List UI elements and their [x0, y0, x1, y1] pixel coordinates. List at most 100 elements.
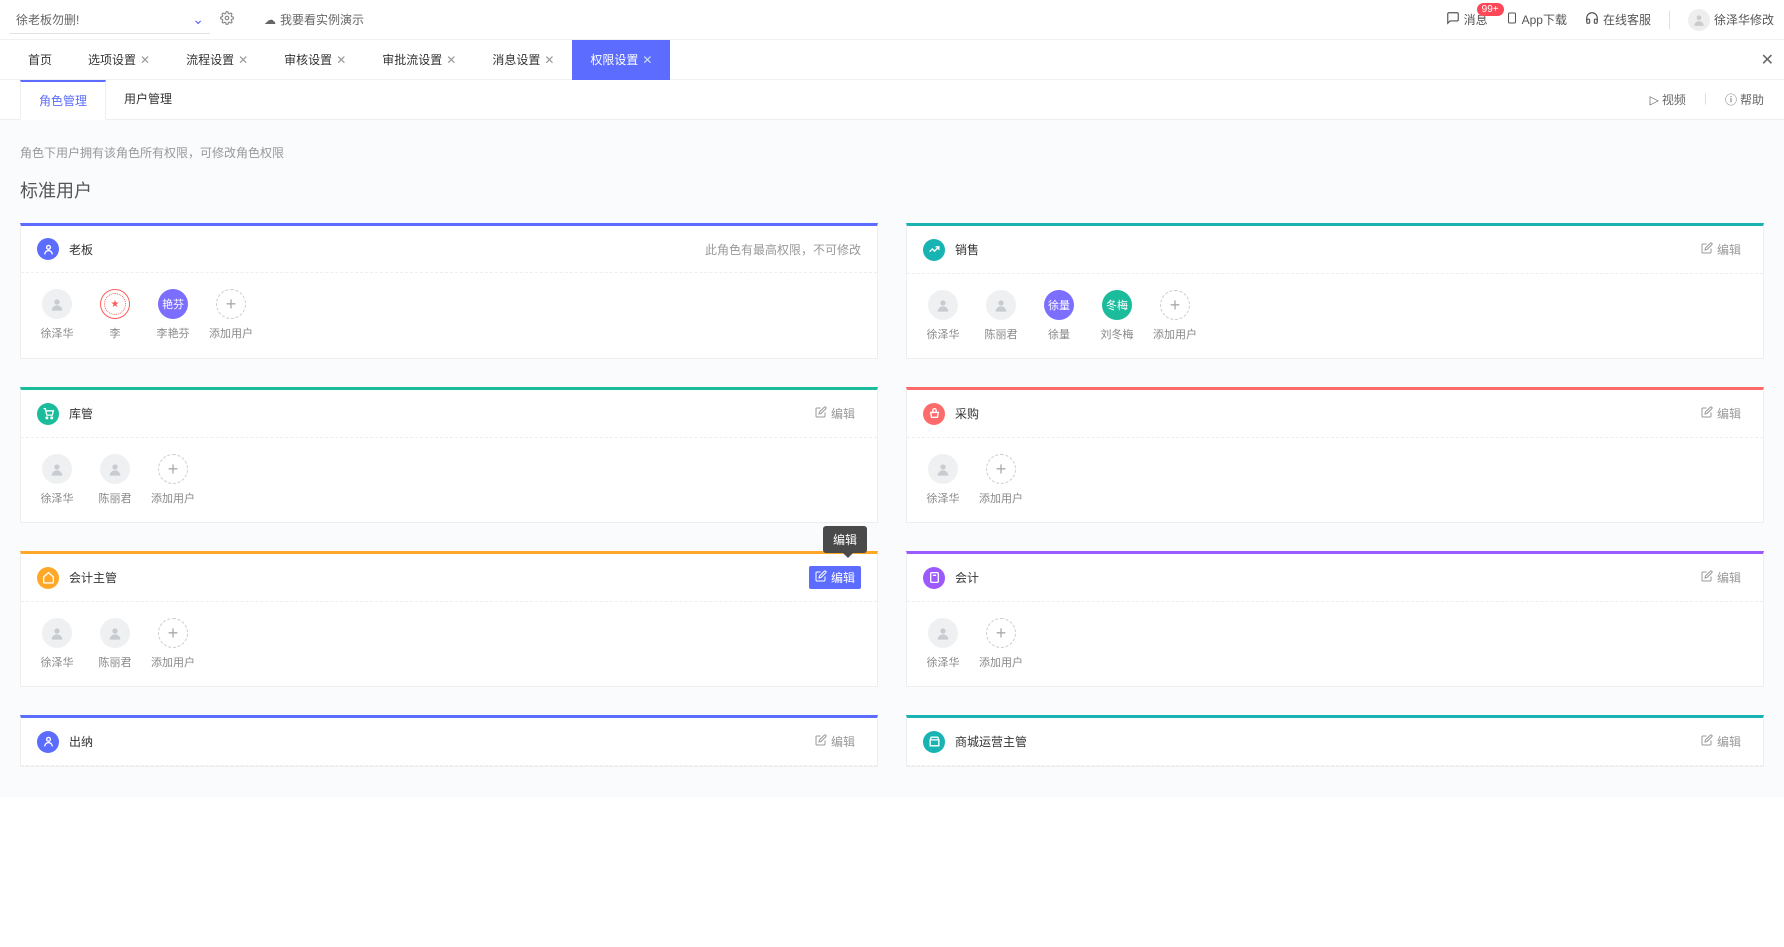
role-name: 销售: [955, 241, 979, 258]
subtab-user-mgmt[interactable]: 用户管理: [106, 80, 190, 119]
edit-button[interactable]: 编辑: [1695, 402, 1747, 425]
tab-close-icon[interactable]: ✕: [336, 53, 346, 67]
card-body: 徐泽华陈丽君 +添加用户: [21, 602, 877, 686]
messages-button[interactable]: 消息 99+: [1446, 11, 1488, 28]
tab-item[interactable]: 审批流设置✕: [364, 40, 474, 80]
user-label: 李: [110, 325, 121, 341]
edit-button[interactable]: 编辑: [809, 402, 861, 425]
user-avatar: 艳芬: [158, 289, 188, 319]
edit-icon: [815, 734, 827, 749]
add-user-button[interactable]: +添加用户: [981, 618, 1021, 670]
role-icon: [37, 403, 59, 425]
tab-item[interactable]: 流程设置✕: [168, 40, 266, 80]
edit-button[interactable]: 编辑: [1695, 730, 1747, 753]
role-card: 销售 编辑徐泽华陈丽君徐量徐量冬梅刘冬梅 +添加用户: [906, 223, 1764, 359]
play-icon: ▷: [1650, 93, 1659, 107]
user-cell[interactable]: 徐泽华: [923, 290, 963, 342]
role-card: 采购编辑徐泽华+添加用户: [906, 387, 1764, 523]
tab-home[interactable]: 首页: [10, 40, 70, 80]
username-label: 徐泽华修改: [1714, 11, 1774, 28]
role-name: 商城运营主管: [955, 733, 1027, 750]
user-cell[interactable]: 艳芬李艳芬: [153, 289, 193, 341]
edit-label: 编辑: [1717, 405, 1741, 422]
add-user-label: 添加用户: [209, 325, 253, 341]
user-cell[interactable]: 陈丽君: [981, 290, 1021, 342]
card-head: 销售 编辑: [907, 226, 1763, 274]
tab-close-icon[interactable]: ✕: [446, 53, 456, 67]
user-cell[interactable]: 陈丽君: [95, 454, 135, 506]
cloud-icon: ☁: [264, 13, 276, 27]
tab-label: 消息设置: [492, 51, 540, 68]
user-cell[interactable]: ★李: [95, 289, 135, 341]
user-cell[interactable]: 冬梅刘冬梅: [1097, 290, 1137, 342]
add-user-label: 添加用户: [1153, 326, 1197, 342]
edit-button[interactable]: 编辑: [1695, 566, 1747, 589]
tab-item[interactable]: 审核设置✕: [266, 40, 364, 80]
tab-label: 选项设置: [88, 51, 136, 68]
phone-icon: [1506, 11, 1518, 28]
user-cell[interactable]: 徐泽华: [923, 618, 963, 670]
help-link[interactable]: ⓘ 帮助: [1725, 91, 1764, 108]
user-cell[interactable]: 徐泽华: [37, 618, 77, 670]
user-avatar: 徐量: [1044, 290, 1074, 320]
plus-icon: +: [158, 618, 188, 648]
topbar: 徐老板勿删! ⌄ ☁ 我要看实例演示 消息 99+ App下载 在线客服: [0, 0, 1784, 40]
edit-button[interactable]: 编辑: [1695, 238, 1747, 261]
close-all-tabs-icon[interactable]: ✕: [1761, 50, 1774, 70]
add-user-button[interactable]: +添加用户: [153, 454, 193, 506]
add-user-button[interactable]: +添加用户: [981, 454, 1021, 506]
user-menu[interactable]: 徐泽华修改: [1688, 9, 1774, 31]
company-select[interactable]: 徐老板勿删! ⌄: [10, 6, 210, 34]
tab-close-icon[interactable]: ✕: [544, 53, 554, 67]
user-cell[interactable]: 徐泽华: [37, 454, 77, 506]
user-cell[interactable]: 徐泽华: [37, 289, 77, 341]
card-head: 会计 编辑: [907, 554, 1763, 602]
edit-label: 编辑: [831, 405, 855, 422]
user-label: 徐泽华: [41, 490, 74, 506]
user-label: 陈丽君: [99, 654, 132, 670]
card-body: 徐泽华 陈丽君 +添加用户: [21, 438, 877, 522]
edit-button[interactable]: 编辑: [809, 730, 861, 753]
tab-close-icon[interactable]: ✕: [140, 53, 150, 67]
tab-item[interactable]: 选项设置 ✕: [70, 40, 168, 80]
edit-button[interactable]: 编辑: [809, 566, 861, 589]
hint-text: 角色下用户拥有该角色所有权限，可修改角色权限: [20, 130, 1764, 167]
add-user-label: 添加用户: [151, 490, 195, 506]
headset-icon: [1585, 11, 1599, 28]
edit-icon: [1701, 242, 1713, 257]
demo-link[interactable]: ☁ 我要看实例演示: [264, 11, 364, 28]
plus-icon: +: [216, 289, 246, 319]
help-icon: ⓘ: [1725, 91, 1737, 108]
role-name: 会计: [955, 569, 979, 586]
user-label: 徐泽华: [41, 325, 74, 341]
user-cell[interactable]: 陈丽君: [95, 618, 135, 670]
messages-badge: 99+: [1477, 3, 1504, 16]
add-user-button[interactable]: +添加用户: [1155, 290, 1195, 342]
video-link[interactable]: ▷ 视频: [1650, 91, 1686, 108]
edit-icon: [1701, 406, 1713, 421]
chevron-down-icon: ⌄: [192, 11, 204, 28]
role-card: 库管编辑徐泽华陈丽君+添加用户: [20, 387, 878, 523]
user-avatar: [42, 618, 72, 648]
add-user-button[interactable]: +添加用户: [153, 618, 193, 670]
role-icon: [923, 403, 945, 425]
add-user-button[interactable]: + 添加用户: [211, 289, 251, 341]
app-download-button[interactable]: App下载: [1506, 11, 1567, 28]
edit-icon: [1701, 734, 1713, 749]
role-name: 老板: [69, 241, 93, 258]
tabs-row: 首页 选项设置✕流程设置✕审核设置✕审批流设置✕消息设置✕权限设置✕ ✕: [0, 40, 1784, 80]
tab-item[interactable]: 权限设置✕: [572, 40, 670, 80]
tab-close-icon[interactable]: ✕: [238, 53, 248, 67]
tab-close-icon[interactable]: ✕: [642, 53, 652, 67]
user-cell[interactable]: 徐量徐量: [1039, 290, 1079, 342]
help-label: 帮助: [1740, 91, 1764, 108]
subtab-role-mgmt[interactable]: 角色管理: [20, 80, 106, 120]
gear-icon[interactable]: [220, 11, 234, 28]
user-cell[interactable]: 徐泽华: [923, 454, 963, 506]
divider: |: [1704, 91, 1707, 108]
online-service-button[interactable]: 在线客服: [1585, 11, 1651, 28]
role-icon: [923, 567, 945, 589]
tooltip: 编辑: [823, 526, 867, 553]
edit-label: 编辑: [1717, 733, 1741, 750]
tab-item[interactable]: 消息设置 ✕: [474, 40, 572, 80]
